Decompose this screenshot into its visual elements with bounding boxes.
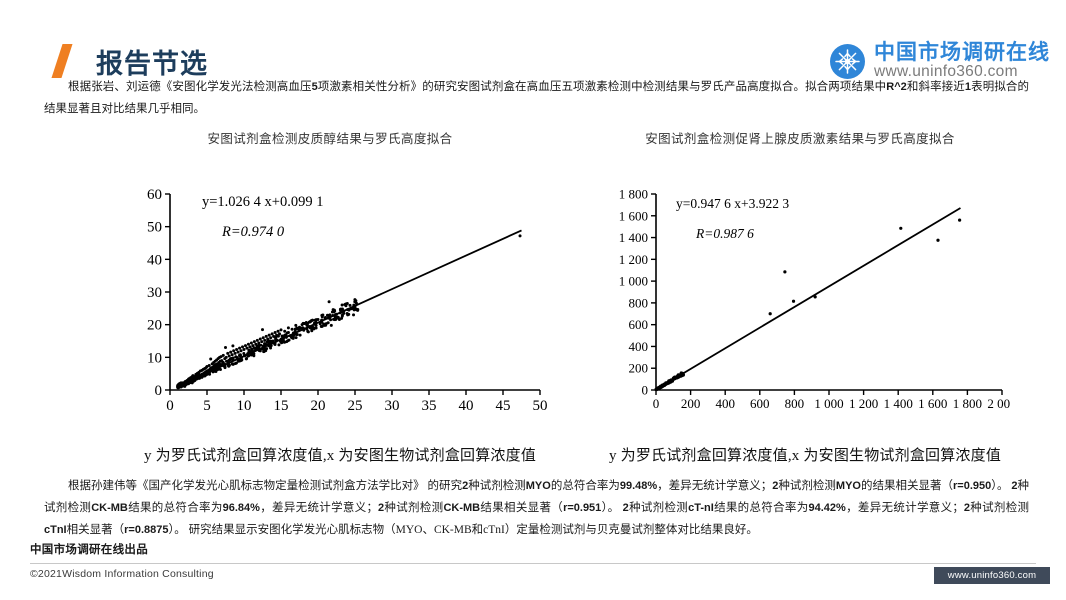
outro-text-2: 种试剂检测: [468, 480, 526, 492]
outro-emph-14: cT-nI: [688, 502, 714, 514]
svg-text:25: 25: [348, 398, 363, 414]
svg-text:20: 20: [147, 318, 162, 334]
svg-text:1 400: 1 400: [884, 396, 913, 411]
outro-paragraph: 根据孙建伟等《国产化学发光心肌标志物定量检测试剂盒方法学比对》 的研究2种试剂检…: [44, 475, 1029, 541]
footer-divider: [30, 563, 1036, 564]
outro-text-19: ）。 研究结果显示安图化学发光心肌标志物（MYO、CK-MB和cTnI）定量检测…: [168, 524, 757, 536]
svg-text:1 200: 1 200: [849, 396, 878, 411]
outro-emph-2: MYO: [526, 480, 551, 492]
svg-text:30: 30: [147, 285, 162, 301]
svg-text:R=0.987 6: R=0.987 6: [695, 226, 754, 241]
logo-brand-text: 中国市场调研在线: [874, 42, 1050, 64]
outro-text-12: 结果相关显著（: [480, 502, 563, 514]
chart-caption-left: 安图试剂盒检测皮质醇结果与罗氏高度拟合: [120, 128, 540, 147]
svg-text:20: 20: [311, 398, 326, 414]
svg-text:50: 50: [533, 398, 548, 414]
svg-text:1 600: 1 600: [619, 208, 648, 223]
slide-page: 报告节选 中国市场调: [0, 0, 1066, 600]
chart-right-svg: 0 200 400 600 800 1 000 1 200 1 400 1 600 1 800 0 2…: [600, 180, 1010, 430]
outro-emph-8: CK-MB: [91, 502, 128, 514]
outro-text-7: ）。: [991, 480, 1011, 492]
outro-emph-5: MYO: [836, 480, 861, 492]
svg-text:1 000: 1 000: [619, 274, 648, 289]
svg-text:1 200: 1 200: [619, 252, 648, 267]
scatter-chart-cortisol: 0 10 20 30 40 50 60 0 5 10 15 20 25 30 35 40 45 50 y=1.026…: [130, 180, 550, 465]
svg-text:50: 50: [147, 220, 162, 236]
svg-text:R=0.974 0: R=0.974 0: [221, 224, 285, 240]
svg-text:600: 600: [750, 396, 770, 411]
outro-emph-12: r=0.951: [563, 502, 601, 514]
outro-emph-9: 96.84%: [223, 502, 260, 514]
svg-text:1 800: 1 800: [953, 396, 982, 411]
svg-text:2 000: 2 000: [987, 396, 1010, 411]
outro-text-18: 相关显著（: [67, 524, 125, 536]
intro-text-1: 根据张岩、刘运德《安图化学发光法检测高血压: [68, 81, 312, 93]
outro-text-16: ，差异无统计学意义；: [846, 502, 964, 514]
accent-slash-icon: [51, 44, 72, 78]
svg-text:0: 0: [653, 396, 660, 411]
svg-text:0: 0: [155, 383, 163, 399]
svg-text:1 600: 1 600: [918, 396, 947, 411]
footer-copyright: ©2021Wisdom Information Consulting: [30, 568, 214, 580]
outro-text-9: 结果的总符合率为: [128, 502, 223, 514]
svg-text:30: 30: [385, 398, 400, 414]
intro-paragraph: 根据张岩、刘运德《安图化学发光法检测高血压5项激素相关性分析》的研究安图试剂盒在…: [44, 76, 1029, 120]
svg-text:600: 600: [629, 317, 649, 332]
outro-emph-18: r=0.8875: [124, 524, 168, 536]
outro-emph-6: r=0.950: [953, 480, 991, 492]
svg-text:200: 200: [629, 361, 649, 376]
page-header: 报告节选 中国市场调: [0, 18, 1066, 70]
svg-text:0: 0: [642, 383, 649, 398]
svg-text:y=0.947 6 x+3.922 3: y=0.947 6 x+3.922 3: [676, 196, 789, 211]
chart-left-axis-caption: y 为罗氏试剂盒回算浓度值,x 为安图生物试剂盒回算浓度值: [130, 444, 550, 465]
svg-text:60: 60: [147, 187, 162, 203]
outro-text-10: ，差异无统计学意义；: [260, 502, 378, 514]
svg-text:1 400: 1 400: [619, 230, 648, 245]
svg-text:y=1.026 4 x+0.099 1: y=1.026 4 x+0.099 1: [202, 194, 323, 210]
chart-right-axis-caption: y 为罗氏试剂盒回算浓度值,x 为安图生物试剂盒回算浓度值: [600, 444, 1010, 465]
svg-text:1 000: 1 000: [814, 396, 843, 411]
svg-text:200: 200: [681, 396, 701, 411]
outro-emph-11: CK-MB: [443, 502, 480, 514]
svg-text:800: 800: [629, 295, 649, 310]
outro-emph-15: 94.42%: [809, 502, 846, 514]
svg-text:800: 800: [785, 396, 805, 411]
scatter-chart-acth: 0 200 400 600 800 1 000 1 200 1 400 1 600 1 800 0 2…: [600, 180, 1010, 465]
svg-text:35: 35: [422, 398, 437, 414]
outro-text-3: 的总符合率为: [551, 480, 620, 492]
svg-text:0: 0: [166, 398, 174, 414]
brand-logo[interactable]: 中国市场调研在线 www.uninfo360.com: [830, 42, 1050, 80]
outro-text-1: 根据孙建伟等《国产化学发光心肌标志物定量检测试剂盒方法学比对》 的研究: [68, 480, 462, 492]
outro-text-4: ，差异无统计学意义；: [657, 480, 772, 492]
outro-emph-17: cTnI: [44, 524, 67, 536]
outro-text-5: 种试剂检测: [778, 480, 836, 492]
outro-text-13: ）。: [601, 502, 622, 514]
svg-text:1 800: 1 800: [619, 187, 648, 202]
svg-text:10: 10: [147, 350, 162, 366]
snowflake-circle-icon: [830, 44, 865, 79]
outro-text-11: 种试剂检测: [384, 502, 443, 514]
svg-text:45: 45: [496, 398, 511, 414]
chart-caption-right: 安图试剂盒检测促肾上腺皮质激素结果与罗氏高度拟合: [580, 128, 1020, 147]
svg-text:15: 15: [274, 398, 289, 414]
outro-text-17: 种试剂检测: [970, 502, 1029, 514]
svg-text:400: 400: [715, 396, 735, 411]
outro-text-6: 的结果相关显著（: [861, 480, 953, 492]
svg-text:40: 40: [147, 252, 162, 268]
footer-brand: 中国市场调研在线出品: [30, 541, 148, 557]
intro-text-2: 项激素相关性分析》的研究安图试剂盒在高血压五项激素检测中检测结果与罗氏产品高度拟…: [318, 81, 887, 93]
svg-text:5: 5: [203, 398, 211, 414]
svg-text:400: 400: [629, 339, 649, 354]
outro-text-15: 结果的总符合率为: [714, 502, 809, 514]
outro-emph-3: 99.48%: [620, 480, 657, 492]
outro-text-14: 种试剂检测: [629, 502, 688, 514]
svg-text:40: 40: [459, 398, 474, 414]
intro-emph-2: R^2: [886, 81, 907, 93]
intro-text-3: 和斜率接近: [907, 81, 965, 93]
footer-url-badge[interactable]: www.uninfo360.com: [934, 567, 1050, 584]
chart-left-svg: 0 10 20 30 40 50 60 0 5 10 15 20 25 30 35 40 45 50 y=1.026…: [130, 180, 550, 430]
svg-text:10: 10: [237, 398, 252, 414]
